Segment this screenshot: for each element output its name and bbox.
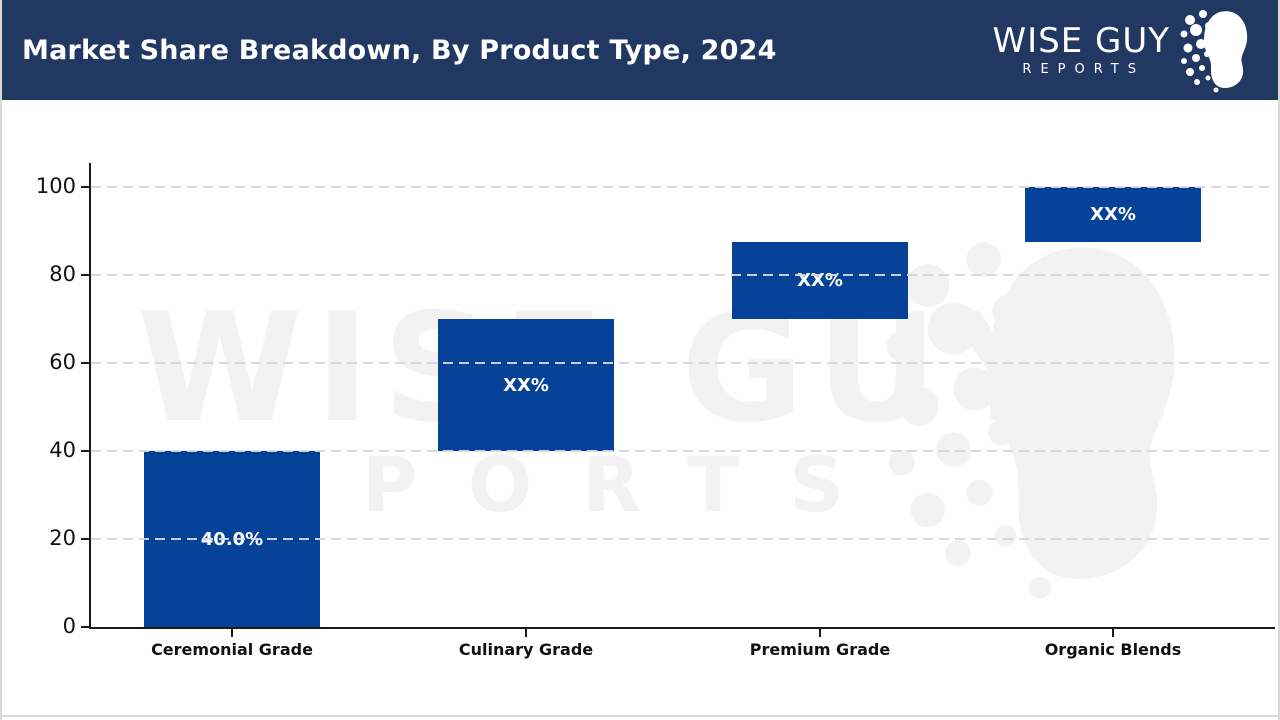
logo-subtitle: REPORTS — [1022, 61, 1146, 77]
x-category-label: Ceremonial Grade — [151, 640, 313, 659]
x-tick — [1112, 629, 1114, 637]
y-tick — [81, 538, 89, 540]
bar-premium-grade: XX% — [732, 242, 908, 319]
bar-value-label: XX% — [1090, 204, 1136, 225]
x-category-label: Premium Grade — [749, 640, 891, 659]
x-category-label: Organic Blends — [1044, 640, 1182, 659]
y-tick-label: 80 — [49, 262, 76, 286]
y-tick — [81, 450, 89, 452]
x-category-label: Culinary Grade — [458, 640, 594, 659]
x-tick — [231, 629, 233, 637]
watermark-head-icon — [886, 242, 1175, 599]
bar-organic-blends: XX% — [1025, 187, 1201, 242]
gridline — [91, 538, 1275, 540]
x-axis-line — [89, 627, 1275, 629]
gridline — [91, 274, 1275, 276]
y-tick — [81, 274, 89, 276]
gridline — [91, 186, 1275, 188]
watermark-subtitle: PORTS — [362, 440, 894, 529]
wise-guy-reports-logo: WISE GUY REPORTS — [992, 6, 1250, 94]
y-tick-label: 0 — [62, 614, 76, 638]
header-bar: Market Share Breakdown, By Product Type,… — [2, 0, 1278, 100]
y-tick — [81, 186, 89, 188]
bar-culinary-grade: XX% — [438, 319, 614, 451]
x-tick — [819, 629, 821, 637]
y-tick-label: 40 — [49, 438, 76, 462]
y-tick-label: 20 — [49, 526, 76, 550]
gridline — [91, 362, 1275, 364]
gridline — [91, 450, 1275, 452]
logo-head-icon — [1180, 10, 1248, 93]
y-tick-label: 100 — [35, 174, 76, 198]
logo-text: WISE GUY REPORTS — [992, 24, 1170, 77]
y-tick — [81, 626, 89, 628]
y-axis-line — [89, 163, 91, 629]
y-tick — [81, 362, 89, 364]
chart-title: Market Share Breakdown, By Product Type,… — [22, 34, 777, 66]
bottom-border-line — [2, 715, 1278, 717]
logo-wordmark: WISE GUY — [992, 20, 1170, 61]
y-tick-label: 60 — [49, 350, 76, 374]
bar-value-label: XX% — [503, 374, 549, 396]
x-tick — [525, 629, 527, 637]
